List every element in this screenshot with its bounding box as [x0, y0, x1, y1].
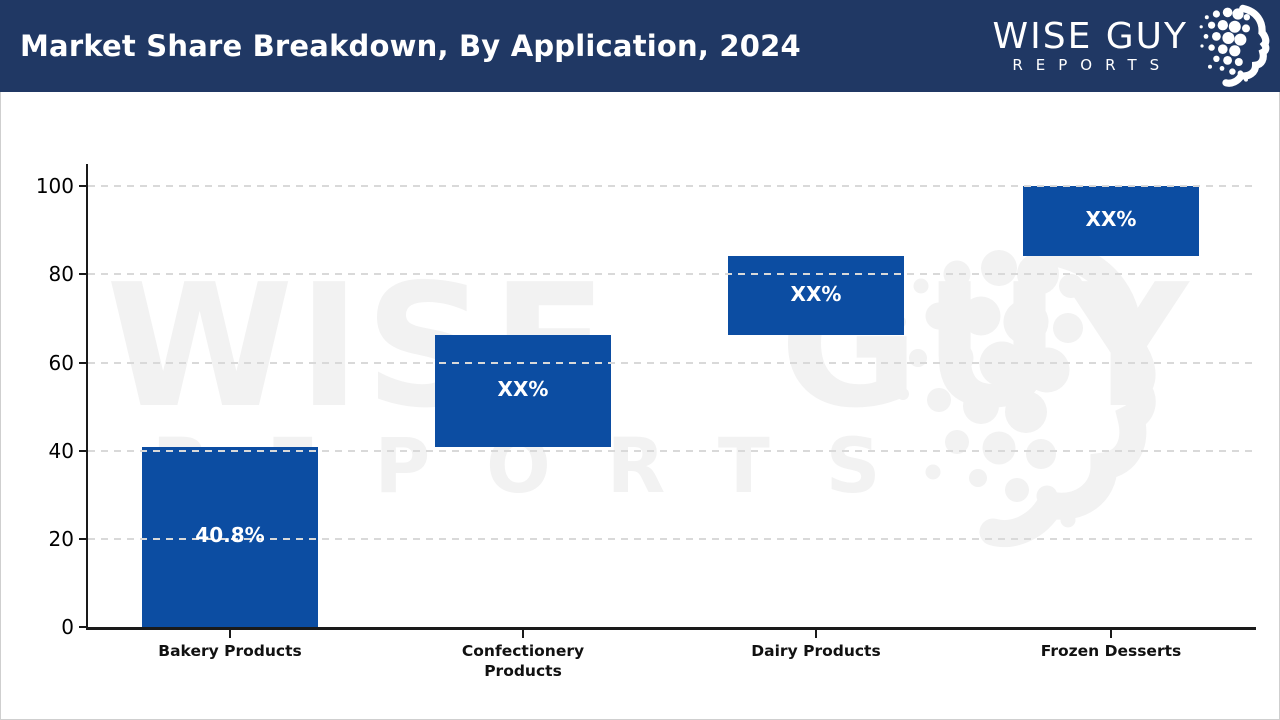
- y-tick-mark: [79, 273, 88, 276]
- y-tick-label: 0: [61, 615, 74, 639]
- x-axis-label-confectionery-products: Confectionery Products: [461, 642, 585, 681]
- y-tick-label: 40: [48, 438, 74, 463]
- gridline-y-40: [88, 449, 1256, 452]
- y-axis-line: [86, 164, 88, 630]
- x-axis-label-frozen-desserts: Frozen Desserts: [1040, 642, 1182, 660]
- logo-reports-text: REPORTS: [1012, 55, 1173, 74]
- y-tick-label: 60: [48, 350, 74, 375]
- x-tick-mark: [1110, 630, 1112, 638]
- y-tick-mark: [79, 361, 88, 364]
- bar-value-label: XX%: [497, 377, 549, 402]
- y-tick-mark: [79, 449, 88, 452]
- x-tick-mark: [229, 630, 231, 638]
- x-axis-label-dairy-products: Dairy Products: [751, 642, 881, 660]
- x-tick-mark: [815, 630, 817, 638]
- bar-value-label: XX%: [790, 281, 842, 306]
- y-tick-label: 100: [35, 174, 74, 199]
- wiseguy-face-icon: [1199, 4, 1270, 87]
- wiseguy-logo: WISE GUY REPORTS: [993, 4, 1271, 88]
- logo-text-block: WISE GUY REPORTS: [993, 18, 1189, 74]
- x-axis-line: [86, 627, 1256, 630]
- y-tick-label: 80: [48, 262, 74, 287]
- y-tick-label: 20: [48, 526, 74, 551]
- chart-title: Market Share Breakdown, By Application, …: [20, 29, 801, 63]
- gridline-y-80: [88, 273, 1256, 276]
- y-tick-mark: [79, 626, 88, 628]
- bar-bakery-products: [142, 447, 318, 627]
- bar-frozen-desserts: [1023, 186, 1199, 256]
- watermark-face-logo: [894, 239, 1156, 547]
- y-tick-mark: [79, 537, 88, 540]
- bar-value-label: 40.8%: [195, 523, 265, 548]
- gridline-y-20: [88, 537, 1256, 540]
- header-bar: Market Share Breakdown, By Application, …: [0, 0, 1280, 92]
- bar-confectionery-products: [435, 335, 611, 448]
- bar-dairy-products: [728, 255, 904, 336]
- gridline-y-100: [88, 185, 1256, 188]
- x-axis-label-bakery-products: Bakery Products: [158, 642, 302, 660]
- y-tick-mark: [79, 185, 88, 188]
- bar-value-label: XX%: [1085, 207, 1137, 232]
- gridline-y-60: [88, 361, 1256, 364]
- x-tick-mark: [522, 630, 524, 638]
- logo-wiseguy-text: WISE GUY: [992, 16, 1188, 58]
